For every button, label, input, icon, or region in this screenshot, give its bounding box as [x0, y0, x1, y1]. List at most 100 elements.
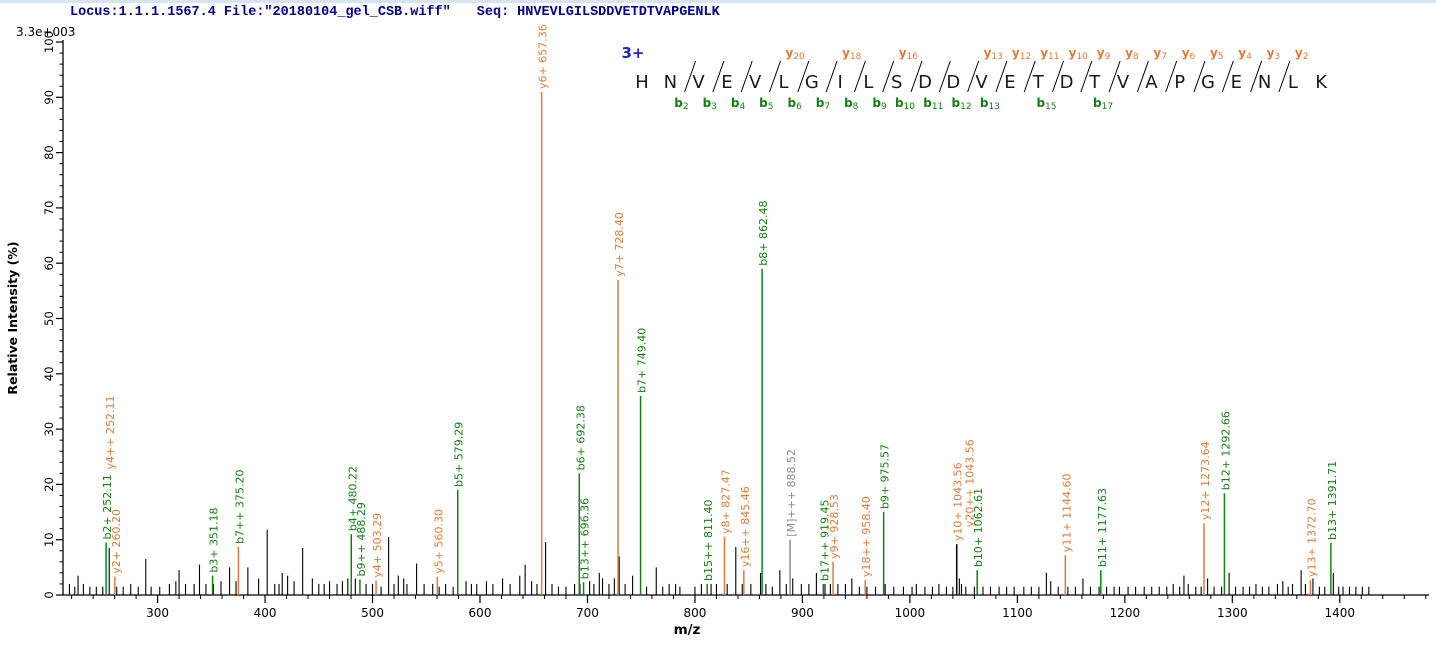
peak-label: y20++ 1043.56: [964, 439, 977, 527]
noise-peak: [1261, 586, 1263, 595]
peak-label: b9+ 975.57: [879, 444, 892, 509]
noise-peak: [759, 572, 762, 595]
b-ion-label: b8: [844, 96, 859, 112]
peak-label: b9++ 488.29: [355, 502, 368, 576]
peak: [832, 561, 834, 595]
noise-peak: [1318, 586, 1320, 595]
residue-letter: T: [1032, 72, 1045, 93]
noise-peak: [1135, 586, 1137, 595]
noise-peak: [574, 583, 576, 595]
residue-letter: G: [1201, 72, 1215, 93]
noise-peak: [1312, 578, 1314, 595]
peak-label: b2+ 252.11: [101, 474, 114, 539]
peak-label: b17++ 919.45: [818, 500, 831, 581]
x-tick-label: 1100: [1002, 606, 1033, 620]
noise-peak: [258, 578, 260, 595]
noise-peak: [893, 586, 895, 595]
noise-peak: [445, 583, 447, 595]
cleavage-slash: [712, 60, 725, 93]
noise-peak: [1113, 586, 1115, 595]
noise-peak: [68, 583, 70, 595]
noise-peak: [130, 583, 132, 595]
noise-peak: [205, 583, 207, 595]
x-axis-title: m/z: [674, 622, 701, 638]
noise-peak: [336, 583, 338, 595]
peak-label: y10+ 1043.56: [952, 462, 965, 541]
cleavage-slash: [1250, 60, 1263, 93]
noise-peak: [1234, 586, 1237, 595]
y-ion-label: y9: [1097, 46, 1111, 62]
noise-peak: [902, 586, 904, 595]
noise-peak: [159, 586, 161, 595]
noise-peak: [1127, 586, 1129, 595]
noise-peak: [1082, 578, 1084, 595]
noise-peak: [403, 578, 405, 595]
noise-peak: [545, 541, 547, 595]
peak-label: b7++ 375.20: [233, 469, 246, 543]
peak: [743, 570, 745, 595]
noise-peak: [1342, 586, 1344, 595]
noise-peak: [175, 581, 177, 595]
y-tick-label: 30: [42, 422, 56, 437]
residue-letter: V: [692, 72, 705, 93]
noise-peak: [938, 583, 940, 595]
peak-label: y2+ 260.20: [110, 509, 123, 574]
noise-peak: [380, 586, 382, 595]
b-ion-label: b11: [923, 96, 943, 112]
y-ion-label: y18: [842, 46, 862, 62]
noise-peak: [274, 583, 276, 595]
y-ion-label: y11: [1040, 46, 1059, 62]
residue-letter: N: [1258, 72, 1271, 93]
noise-peak: [1287, 586, 1289, 595]
noise-peak: [397, 575, 399, 595]
y-ion-label: y7: [1153, 46, 1167, 62]
peak: [237, 546, 240, 595]
noise-peak: [1183, 575, 1185, 595]
noise-peak: [150, 586, 152, 595]
peak-label: y4+ 503.29: [371, 513, 384, 578]
peak: [864, 580, 866, 595]
noise-peak: [416, 563, 418, 595]
noise-peak: [1348, 586, 1351, 595]
noise-peak: [710, 583, 712, 595]
noise-peak: [982, 586, 984, 595]
noise-peak: [945, 586, 947, 595]
noise-peak: [354, 578, 356, 595]
residue-letter: G: [805, 72, 819, 93]
noise-peak: [1195, 586, 1197, 595]
noise-peak: [347, 578, 349, 595]
noise-peak: [829, 583, 831, 595]
peak: [359, 579, 361, 595]
b-ion-label: b4: [731, 96, 746, 112]
peak-label: b3+ 351.18: [208, 507, 221, 572]
b-ion-label: b7: [816, 96, 830, 112]
noise-peak: [519, 575, 521, 595]
noise-peak: [1067, 586, 1069, 595]
b-ion-label: b9: [872, 96, 887, 112]
noise-peak: [1118, 586, 1121, 595]
peak: [882, 512, 885, 595]
noise-peak: [1143, 586, 1145, 595]
peak: [639, 395, 642, 595]
noise-peak: [1291, 583, 1294, 595]
peak: [789, 539, 791, 595]
noise-peak: [145, 559, 147, 595]
peak-label: y4++ 252.11: [104, 396, 117, 470]
cleavage-slash: [853, 60, 866, 93]
noise-peak: [1268, 586, 1270, 595]
peak: [350, 534, 353, 595]
y-tick-label: 60: [42, 256, 56, 271]
residue-letter: D: [918, 72, 932, 93]
peak-label: y7+ 728.40: [613, 212, 626, 277]
locus-file-label: Locus:1.1.1.1567.4 File:"20180104_gel_CS…: [70, 5, 451, 20]
b-ion-label: b3: [703, 96, 717, 112]
peak-label: b11+ 1177.63: [1096, 488, 1109, 567]
residue-letter: L: [1288, 72, 1298, 93]
noise-peak: [808, 583, 810, 595]
noise-peak: [551, 583, 553, 595]
noise-peak: [247, 567, 249, 595]
noise-peak: [1255, 583, 1257, 595]
noise-peak: [423, 583, 425, 595]
noise-peak: [952, 586, 954, 595]
